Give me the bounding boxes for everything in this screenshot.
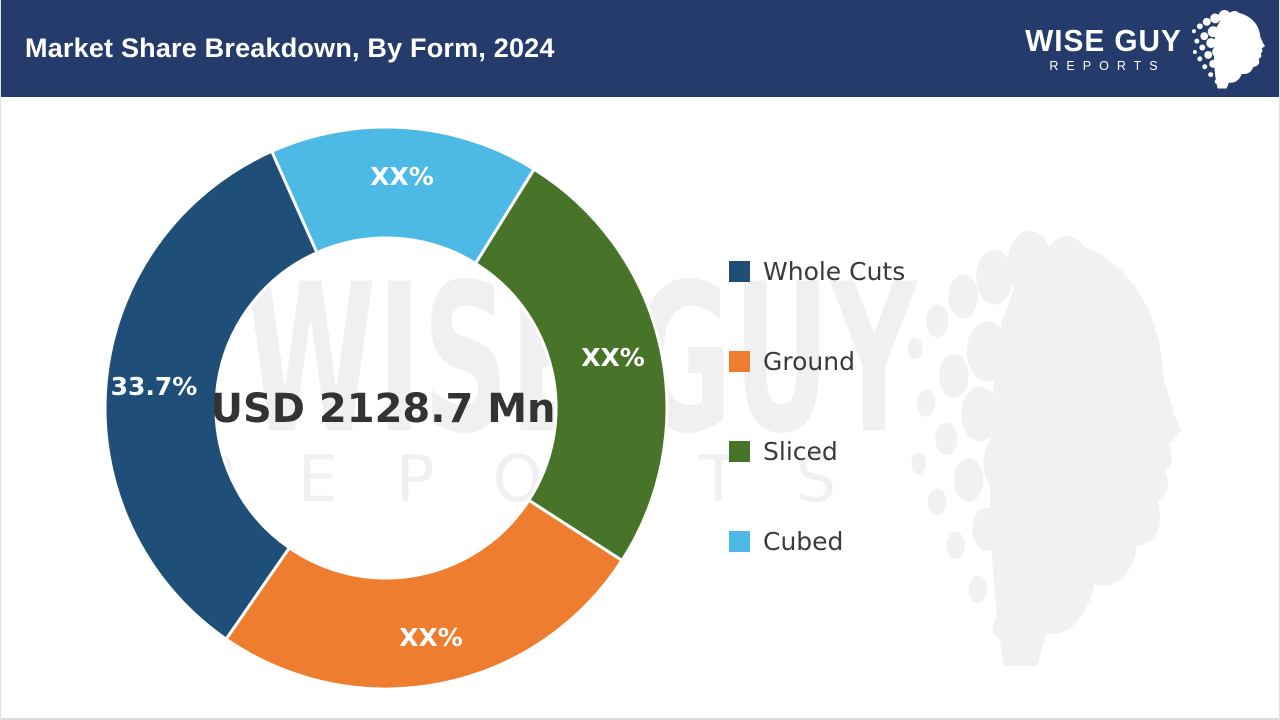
slice-percent-label-ground: XX%: [399, 623, 463, 652]
slice-percent-label-whole-cuts: 33.7%: [111, 372, 198, 401]
legend-item-whole-cuts: Whole Cuts: [729, 246, 905, 296]
donut-slice-ground: [224, 498, 625, 691]
donut-slice-sliced: [473, 167, 669, 563]
donut-slice-whole-cuts: [103, 149, 319, 642]
legend-swatch-whole-cuts: [729, 260, 750, 282]
logo-face-icon: [1187, 8, 1267, 90]
legend-swatch-cubed: [729, 530, 750, 552]
legend-item-label: Sliced: [763, 436, 838, 466]
center-value-label: USD 2128.7 Mn: [211, 386, 556, 432]
slice-percent-label-cubed: XX%: [370, 162, 434, 191]
page-title: Market Share Breakdown, By Form, 2024: [25, 33, 555, 63]
wise-guy-logo: WISE GUY REPORTS: [1022, 8, 1267, 90]
legend-item-label: Ground: [763, 346, 855, 376]
legend-item-sliced: Sliced: [729, 426, 905, 476]
legend-swatch-ground: [729, 350, 750, 372]
legend-item-label: Whole Cuts: [763, 256, 906, 286]
watermark-face-icon: [889, 228, 1189, 666]
logo-wordmark-line2: REPORTS: [1049, 59, 1166, 74]
legend-item-cubed: Cubed: [729, 516, 905, 566]
donut-chart: XX% XX% XX% 33.7% USD 2128.7 Mn: [103, 125, 669, 691]
logo-wordmark-line1: WISE GUY: [1025, 22, 1182, 58]
legend-item-label: Cubed: [763, 526, 844, 556]
legend-swatch-sliced: [729, 440, 750, 462]
header-banner: Market Share Breakdown, By Form, 2024 WI…: [1, 0, 1279, 97]
legend-item-ground: Ground: [729, 336, 905, 386]
slice-percent-label-sliced: XX%: [581, 343, 645, 372]
logo-wordmark: WISE GUY REPORTS: [1022, 22, 1185, 74]
chart-legend: Whole Cuts Ground Sliced Cubed: [729, 246, 905, 606]
